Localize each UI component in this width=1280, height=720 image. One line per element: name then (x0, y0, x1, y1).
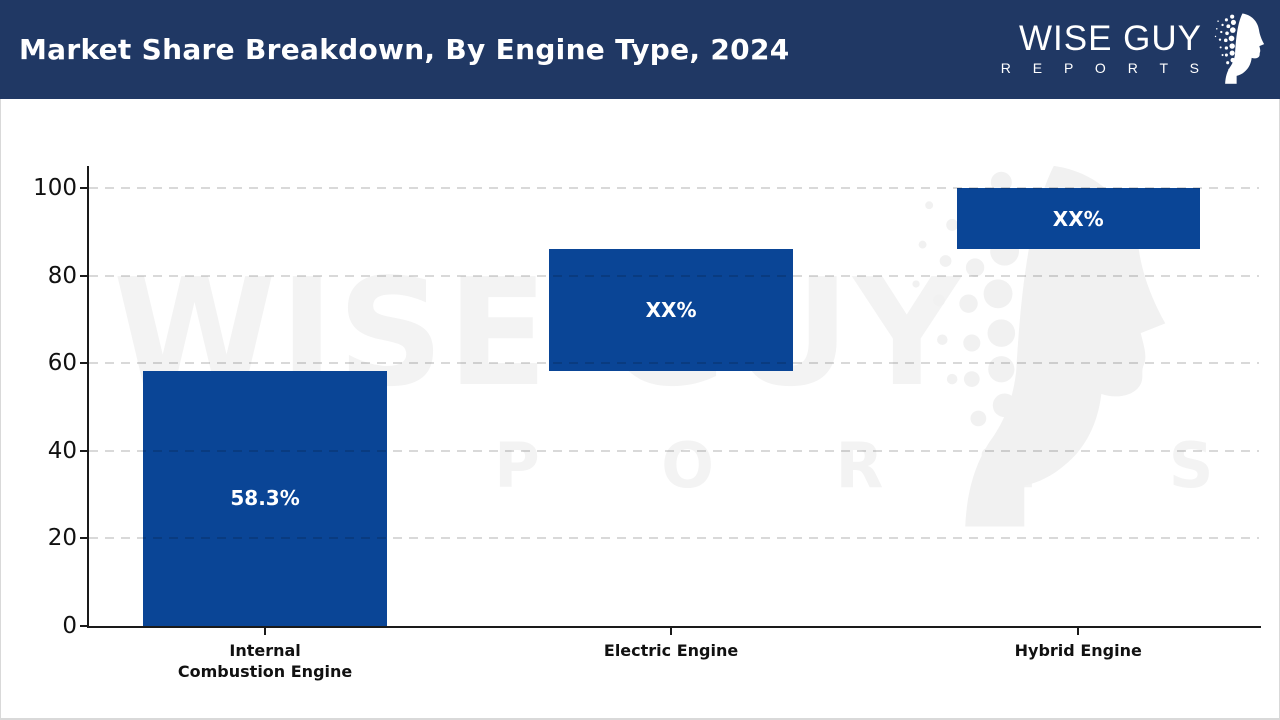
watermark-dotted-head-icon (857, 117, 1185, 569)
gridline (89, 449, 1259, 452)
bar-value-label: XX% (1052, 206, 1104, 231)
y-axis-line (87, 166, 89, 628)
dotted-head-profile-icon (1204, 4, 1268, 92)
brand-logo-text: WISE GUY R E P O R T S (1001, 19, 1202, 77)
y-tick (80, 362, 88, 365)
y-tick-label: 80 (47, 262, 77, 289)
y-tick (80, 625, 88, 627)
header-bar: Market Share Breakdown, By Engine Type, … (0, 0, 1280, 99)
y-tick-label: 0 (62, 613, 77, 639)
y-tick (80, 537, 88, 540)
gridline (89, 274, 1259, 277)
brand-logo: WISE GUY R E P O R T S (1001, 4, 1268, 92)
x-tick (670, 626, 673, 635)
x-category-label: Electric Engine (603, 641, 739, 660)
y-tick-label: 100 (33, 174, 77, 201)
bar-segment: 58.3% (143, 370, 387, 626)
y-tick (80, 186, 88, 189)
x-axis-line (87, 626, 1261, 628)
bar-value-label: 58.3% (230, 486, 300, 511)
gridline (89, 362, 1259, 365)
page-title: Market Share Breakdown, By Engine Type, … (19, 33, 790, 66)
x-category-label: Internal Combustion Engine (177, 641, 353, 681)
brand-wordmark: WISE GUY (1018, 19, 1202, 58)
x-tick (1077, 626, 1080, 635)
x-category-label: Hybrid Engine (1014, 641, 1142, 660)
x-tick (264, 626, 267, 635)
gridline (89, 186, 1259, 189)
y-tick-label: 40 (47, 437, 77, 464)
brand-tagline: R E P O R T S (1000, 60, 1208, 76)
y-tick-label: 20 (47, 525, 77, 552)
gridline (89, 537, 1259, 540)
bar-segment: XX% (549, 249, 793, 371)
y-tick-label: 60 (47, 350, 77, 377)
chart-canvas: WISE GUY R E P O R T S 0 20 40 60 80 100 58.3%… (0, 99, 1280, 720)
y-tick (80, 274, 88, 277)
y-tick (80, 449, 88, 452)
bar-segment: XX% (956, 187, 1200, 250)
bar-value-label: XX% (645, 297, 697, 322)
